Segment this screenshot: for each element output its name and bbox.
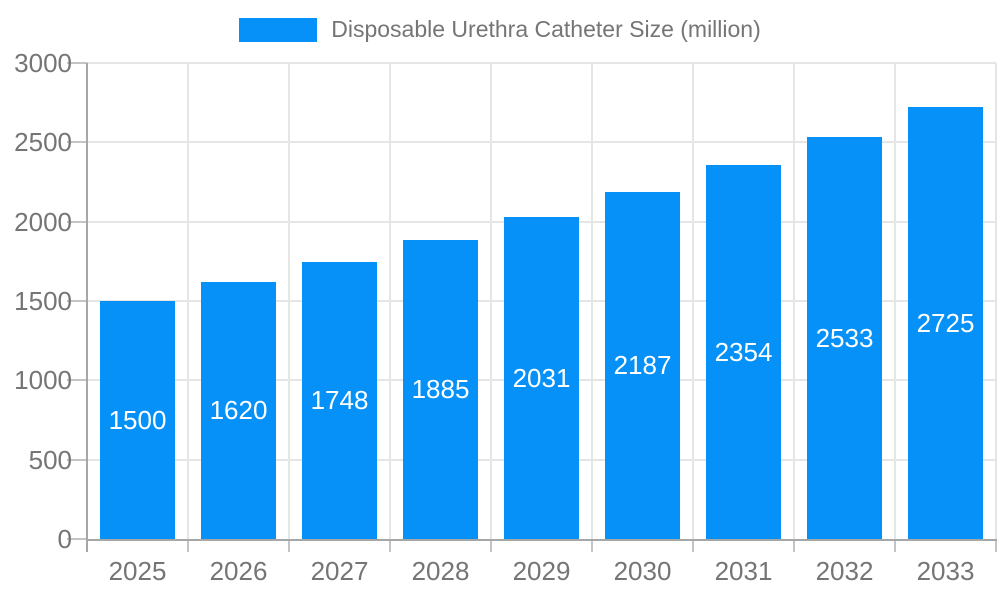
x-tick-label: 2033 [916, 556, 975, 586]
legend-swatch [239, 17, 318, 42]
y-tick-label: 1500 [14, 286, 72, 316]
bar[interactable]: 1885 [403, 239, 478, 539]
x-axis-tick [692, 539, 694, 552]
v-gridline [995, 63, 997, 539]
x-tick-label: 2031 [714, 556, 773, 586]
x-axis-tick [490, 539, 492, 552]
h-gridline [87, 141, 996, 144]
y-tick-label: 2500 [14, 127, 72, 158]
bar-value-label: 2533 [815, 323, 874, 354]
y-tick-label: 1000 [14, 365, 72, 396]
h-gridline [87, 62, 996, 64]
bar-value-label: 2187 [613, 350, 672, 381]
y-tick-label: 3000 [14, 48, 72, 78]
bar[interactable]: 2187 [605, 191, 680, 539]
y-axis-tick [67, 458, 87, 461]
x-axis-tick [389, 539, 391, 552]
bar[interactable]: 2533 [807, 137, 882, 539]
bar-value-label: 2031 [512, 362, 571, 393]
x-tick-label: 2027 [310, 556, 369, 586]
bar-value-label: 1500 [108, 405, 167, 435]
bar-value-label: 1748 [310, 385, 369, 416]
y-tick-label: 500 [28, 444, 72, 475]
x-axis-tick [894, 539, 896, 552]
x-tick-label: 2029 [512, 556, 571, 586]
bar[interactable]: 2354 [706, 165, 781, 539]
plot-area: 1500 1620 1748 1885 2031 2187 2354 2533 2725 [67, 62, 997, 552]
bar[interactable]: 1500 [100, 301, 175, 539]
y-axis-tick [67, 379, 87, 382]
bar-value-label: 2354 [714, 337, 773, 368]
x-tick-label: 2025 [108, 556, 167, 586]
x-tick-label: 2026 [209, 556, 268, 586]
y-tick-label: 2000 [14, 206, 72, 237]
y-axis-tick [67, 141, 87, 144]
bar[interactable]: 1748 [302, 261, 377, 539]
bar-value-label: 1885 [411, 374, 470, 405]
y-axis-tick [67, 62, 87, 64]
bar[interactable]: 2031 [504, 216, 579, 539]
x-axis-tick [288, 539, 290, 552]
x-tick-label: 2030 [613, 556, 672, 586]
x-tick-label: 2032 [815, 556, 874, 586]
bar-value-label: 1620 [209, 395, 268, 426]
x-axis-tick [591, 539, 593, 552]
bar[interactable]: 1620 [201, 281, 276, 539]
y-tick-label: 0 [57, 524, 72, 554]
bar[interactable]: 2725 [908, 106, 983, 539]
y-axis-tick [67, 538, 87, 540]
x-axis-tick [793, 539, 795, 552]
y-axis-line [86, 63, 88, 552]
x-tick-label: 2028 [411, 556, 470, 586]
legend-label: Disposable Urethra Catheter Size (millio… [331, 16, 761, 42]
y-axis-tick [67, 220, 87, 223]
chart-legend[interactable]: Disposable Urethra Catheter Size (millio… [0, 16, 1000, 43]
x-axis-line [86, 539, 997, 541]
x-axis-tick [187, 539, 189, 552]
bar-value-label: 2725 [916, 307, 975, 338]
x-axis-tick [995, 539, 997, 552]
y-axis-tick [67, 300, 87, 302]
